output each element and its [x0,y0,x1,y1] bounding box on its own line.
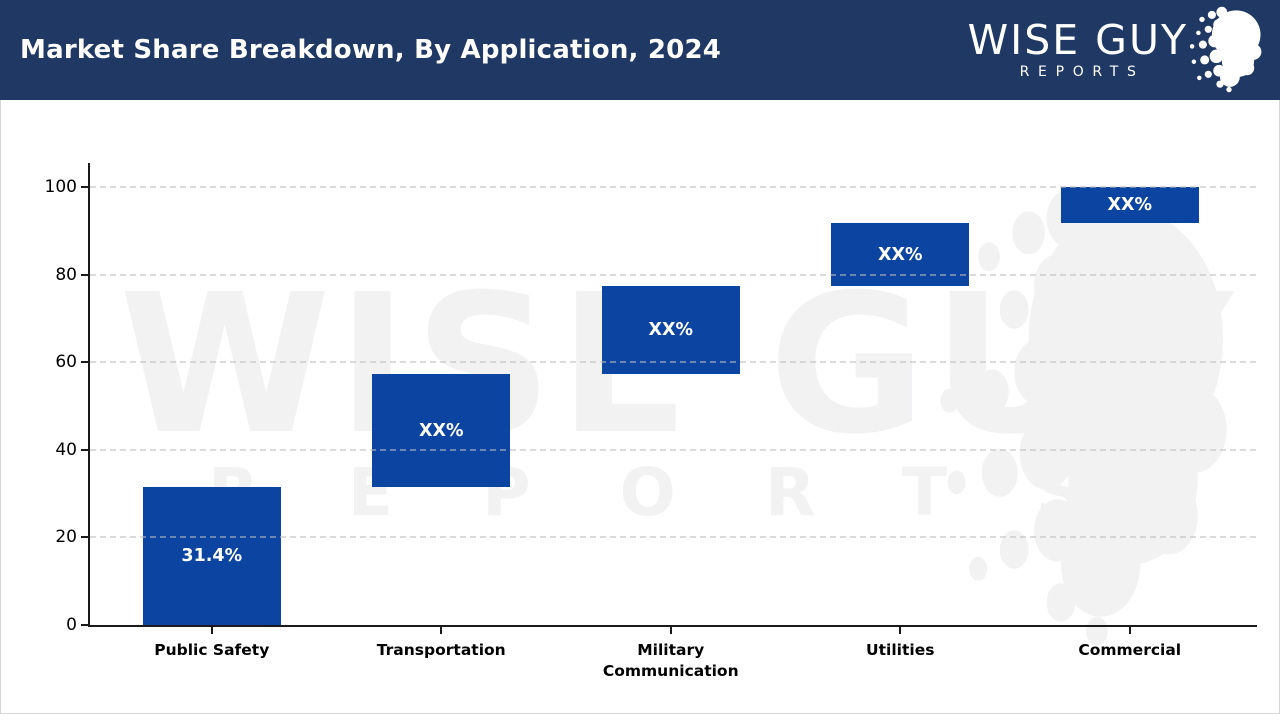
x-axis-line [88,625,1257,627]
y-tick-mark [81,361,88,364]
bar-value-label: 31.4% [181,546,243,567]
x-tick-label: Utilities [866,641,935,659]
chart-canvas: WISE GUY REPORTS 0 20 40 60 80 100 [0,100,1280,714]
gridline [90,361,1256,364]
y-tick-mark [81,448,88,451]
y-tick-mark [81,624,88,626]
bar-military-communication [601,286,740,375]
y-axis-line [88,163,90,625]
bar-value-label: XX% [648,320,694,341]
x-tick-mark [1128,627,1131,634]
y-tick-label: 60 [55,352,77,373]
gridline [90,186,1256,188]
x-tick-mark [210,627,213,634]
page-title: Market Share Breakdown, By Application, … [20,35,722,65]
x-tick-mark [440,627,443,634]
bar-public-safety [142,487,281,625]
logo-subtitle: REPORTS [1019,64,1145,80]
y-tick-label: 20 [55,527,77,548]
y-tick-label: 0 [66,615,77,635]
x-tick-mark [669,627,672,634]
x-tick-label: Transportation [376,641,506,659]
wise-guy-reports-logo: WISE GUY REPORTS [968,5,1266,95]
y-tick-mark [81,536,88,539]
y-tick-mark [81,273,88,276]
y-tick-label: 100 [44,177,77,197]
x-tick-label: Commercial [1078,641,1182,659]
x-tick-label: Public Safety [154,641,270,659]
bar-value-label: XX% [877,244,923,265]
logo-text: WISE GUY REPORTS [967,16,1188,81]
y-tick-label: 80 [55,264,77,285]
x-tick-label: Military Communication [602,641,739,680]
bar-value-label: XX% [418,420,464,441]
gridline [90,273,1256,276]
bar-utilities [831,223,970,287]
bottom-margin [0,714,1280,720]
bar-transportation [372,374,511,488]
y-tick-label: 40 [55,439,77,460]
bar-value-label: XX% [1107,195,1153,216]
report-header: Market Share Breakdown, By Application, … [0,0,1280,100]
gridline [90,448,1256,451]
logo-wordmark: WISE GUY [967,16,1188,64]
x-tick-mark [899,627,902,634]
y-tick-mark [81,186,88,188]
dot-face-profile-icon [1189,6,1262,93]
gridline [90,536,1256,539]
waterfall-chart: 0 20 40 60 80 100 31.4% Public Safety XX% Transpo… [1,100,1279,713]
